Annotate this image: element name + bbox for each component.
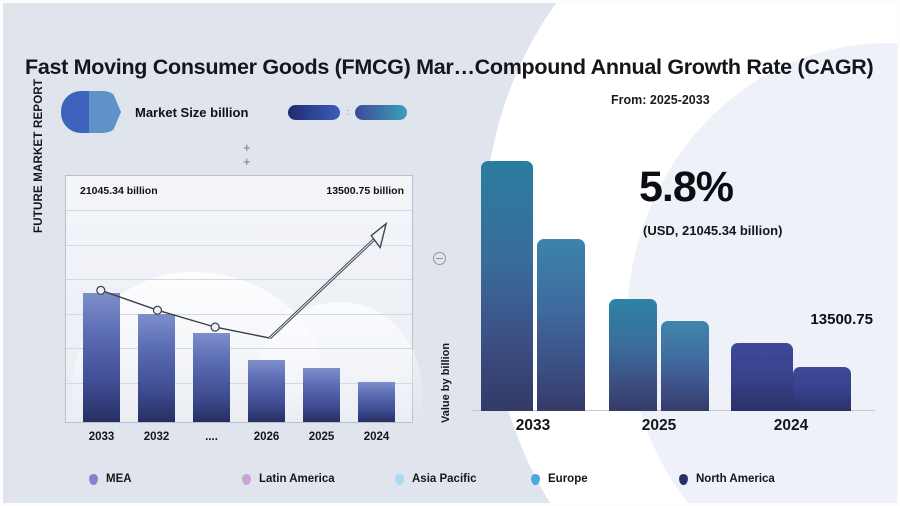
cagr-subtext: (USD, 21045.34 billion) [643, 223, 783, 238]
bar-2032[interactable] [138, 313, 175, 422]
legend-label-north-america: North America [696, 473, 775, 485]
gridlines [66, 176, 412, 422]
trend-point-2 [152, 305, 163, 315]
legend-label-asia-pacific: Asia Pacific [412, 473, 477, 485]
right-x-label-2033: 2033 [515, 417, 551, 434]
trend-point-1 [96, 285, 106, 295]
cagr-value: 5.8% [639, 163, 734, 211]
trend-polyline [100, 289, 270, 339]
circle-minus-icon [433, 252, 446, 265]
legend-dot-asia-pacific [395, 473, 404, 485]
bar-2033-primary[interactable] [481, 161, 533, 411]
bar-group-2033 [481, 161, 585, 411]
legend-label-mea: MEA [106, 473, 132, 485]
right-chart-data-label: 13500.75 [810, 311, 873, 328]
legend-dot-mea [89, 473, 98, 485]
pill-swatch-primary [288, 104, 341, 120]
legend-item-latin-america[interactable]: Latin America [242, 473, 395, 485]
x-label-2025: 2025 [308, 431, 335, 443]
top-legend-label: Market Size billion [135, 104, 249, 120]
bottom-legend: MEA Latin America Asia Pacific Europe No… [3, 473, 897, 485]
bar-2025[interactable] [303, 367, 340, 422]
x-label-2024: 2024 [363, 431, 390, 443]
trend-point-3 [210, 322, 220, 332]
plus-decoration-icons: + + [243, 141, 251, 169]
header: Fast Moving Consumer Goods (FMCG) Mar… C… [3, 3, 897, 143]
bar-2025-primary[interactable] [609, 299, 657, 411]
x-label-2032: 2032 [143, 431, 170, 443]
page-title-sub: Compound Annual Growth Rate (CAGR) [474, 55, 874, 79]
bar-2033-secondary[interactable] [537, 239, 585, 411]
from-period-label: From: 2025-2033 [611, 93, 710, 107]
plus-icon-2: + [243, 154, 251, 169]
pill-swatch-secondary [354, 104, 407, 120]
legend-dot-latin-america [242, 473, 251, 485]
page-title-main: Fast Moving Consumer Goods (FMCG) Mar… [25, 55, 475, 79]
top-legend: Market Size billion : [61, 91, 407, 133]
pill-separator: : [346, 107, 349, 117]
x-label-2033: 2033 [88, 431, 115, 443]
hexagon-right-half-icon [89, 91, 121, 133]
left-bar-chart: 21045.34 billion 13500.75 billion 2033 2… [65, 175, 422, 443]
left-chart-x-axis: 2033 2032 .... 2026 2025 2024 [74, 426, 404, 448]
growth-arrow-icon [268, 221, 388, 340]
legend-label-latin-america: Latin America [259, 473, 335, 485]
right-x-label-2024: 2024 [773, 417, 809, 434]
legend-item-europe[interactable]: Europe [531, 473, 679, 485]
bar-2024-secondary[interactable] [793, 367, 851, 411]
plus-icon-1: + [243, 140, 251, 155]
legend-item-asia-pacific[interactable]: Asia Pacific [395, 473, 531, 485]
right-bar-chart: 5.8% (USD, 21045.34 billion) 2033 2025 2… [463, 143, 883, 434]
bar-ellipsis[interactable] [193, 332, 230, 422]
bar-2033[interactable] [83, 293, 120, 422]
pill-group: : [288, 104, 407, 120]
bar-2024[interactable] [358, 382, 395, 422]
title-row: Fast Moving Consumer Goods (FMCG) Mar… C… [3, 55, 897, 80]
bar-2026[interactable] [248, 359, 285, 422]
bar-2025-secondary[interactable] [661, 321, 709, 411]
legend-item-north-america[interactable]: North America [679, 473, 775, 485]
legend-item-mea[interactable]: MEA [89, 473, 242, 485]
hexagon-split-icon [61, 91, 121, 133]
bar-group-2024 [731, 343, 851, 411]
bar-2024-primary[interactable] [731, 343, 793, 411]
bar-group-2025 [609, 299, 709, 411]
legend-dot-europe [531, 473, 540, 485]
legend-dot-north-america [679, 473, 688, 485]
left-chart-start-value: 21045.34 billion [80, 185, 158, 197]
x-label-2026: 2026 [253, 431, 280, 443]
trend-line-overlay [96, 221, 388, 340]
left-chart-end-value: 13500.75 billion [326, 185, 404, 197]
left-chart-bars [74, 214, 404, 422]
x-label-ellipsis: .... [205, 431, 218, 443]
legend-label-europe: Europe [548, 473, 588, 485]
left-chart-y-axis-label-right: Value by billion [440, 342, 452, 423]
right-x-label-2025: 2025 [641, 417, 677, 434]
